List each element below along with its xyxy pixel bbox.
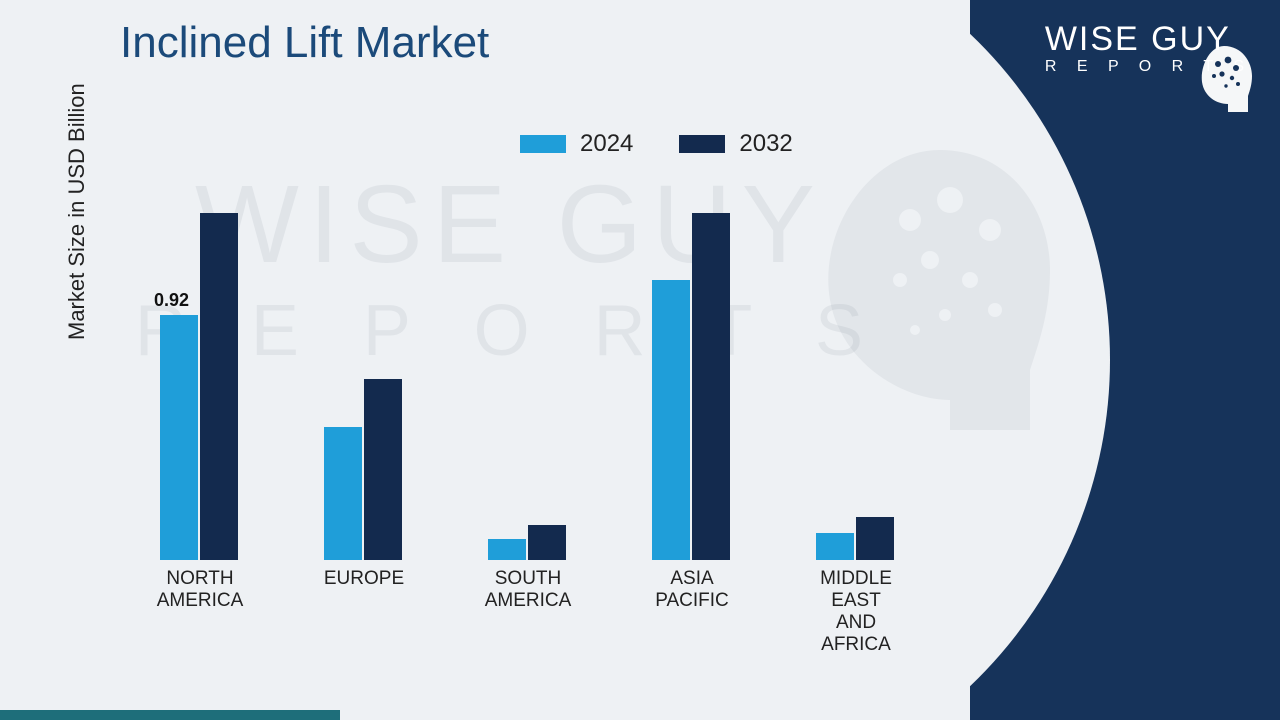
bar (652, 280, 690, 560)
legend-swatch-2032 (679, 135, 725, 153)
chart-container: Market Size in USD Billion 2024 2032 0.9… (60, 130, 960, 690)
y-axis-label: Market Size in USD Billion (64, 83, 90, 340)
legend-item-2024: 2024 (520, 130, 633, 158)
bar (488, 539, 526, 560)
category-label: ASIAPACIFIC (622, 568, 762, 612)
bar (324, 427, 362, 560)
bar (816, 533, 854, 560)
legend-label-2032: 2032 (739, 130, 792, 158)
category-labels: NORTHAMERICA EUROPE SOUTHAMERICA ASIAPACIFI… (130, 562, 950, 682)
bar (364, 379, 402, 560)
legend-label-2024: 2024 (580, 130, 633, 158)
legend-swatch-2024 (520, 135, 566, 153)
brand-head-icon (1188, 40, 1258, 120)
brand-logo: WISE GUY R E P O R T S (1045, 22, 1252, 76)
bar (200, 213, 238, 560)
bar (528, 525, 566, 560)
bottom-accent-bar (0, 710, 340, 720)
bar (692, 213, 730, 560)
legend-item-2032: 2032 (679, 130, 792, 158)
chart-title: Inclined Lift Market (120, 18, 489, 68)
bar (856, 517, 894, 560)
category-label: NORTHAMERICA (130, 568, 270, 612)
bar (160, 315, 198, 560)
category-label: MIDDLEEASTANDAFRICA (786, 568, 926, 655)
plot-area: 0.92 (130, 160, 950, 560)
category-label: SOUTHAMERICA (458, 568, 598, 612)
legend: 2024 2032 (520, 130, 793, 158)
value-label: 0.92 (154, 290, 189, 311)
category-label: EUROPE (294, 568, 434, 590)
